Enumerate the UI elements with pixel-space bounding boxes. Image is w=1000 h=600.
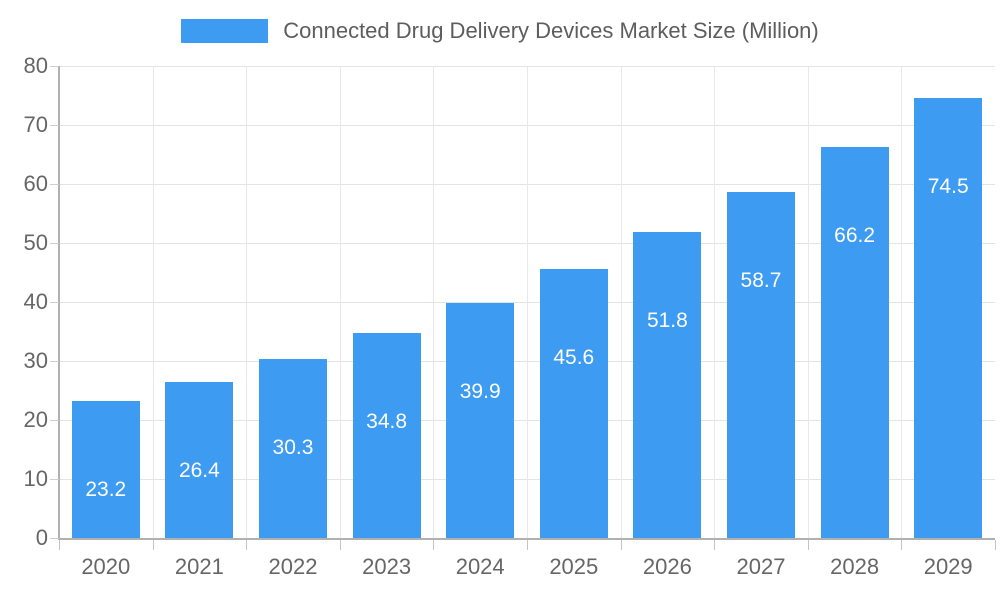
gridline-vertical	[527, 66, 528, 538]
x-axis-tick-label: 2026	[642, 554, 692, 579]
gridline-vertical	[714, 66, 715, 538]
y-axis-tick	[50, 420, 59, 421]
bar[interactable]: 26.4	[165, 382, 234, 538]
x-axis-tick	[340, 540, 341, 550]
gridline-vertical	[246, 66, 247, 538]
y-axis-tick	[50, 361, 59, 362]
legend-item-market-size[interactable]: Connected Drug Delivery Devices Market S…	[181, 19, 819, 43]
y-axis-tick	[50, 302, 59, 303]
bar[interactable]: 58.7	[727, 191, 795, 538]
x-axis-tick-label: 2021	[174, 554, 224, 579]
x-axis-tick-label: 2025	[549, 554, 599, 579]
x-axis-tick	[433, 540, 434, 550]
y-axis-tick	[50, 125, 59, 126]
y-axis-tick-label: 10	[23, 466, 48, 491]
bar[interactable]: 39.9	[446, 302, 515, 538]
gridline-vertical	[433, 66, 434, 538]
x-axis-tick	[153, 540, 154, 550]
y-axis-tick	[50, 66, 59, 67]
bar-value-label: 39.9	[459, 379, 501, 403]
y-axis-tick-label: 60	[23, 171, 48, 196]
y-axis-tick-label: 40	[23, 289, 48, 314]
legend-label: Connected Drug Delivery Devices Market S…	[283, 18, 819, 43]
x-axis-tick	[527, 540, 528, 550]
x-axis-tick	[808, 540, 809, 550]
y-axis-tick-labels: 0 10 20 30 40 50 60 70 80	[0, 0, 48, 600]
gridline-vertical	[621, 66, 622, 538]
y-axis-tick-label: 0	[35, 525, 48, 550]
y-axis-tick	[50, 538, 59, 539]
plot-area: 23.2 26.4 30.3 34.8 39.9 45.6 51.8 58.7 66.2 74.5	[59, 66, 995, 539]
x-axis-tick-label: 2028	[830, 554, 880, 579]
x-axis-tick	[59, 540, 60, 550]
x-axis-tick-label: 2023	[362, 554, 412, 579]
y-axis-tick-label: 80	[23, 53, 48, 78]
x-axis-tick-label: 2020	[81, 554, 131, 579]
gridline-vertical	[901, 66, 902, 538]
bar-value-label: 66.2	[834, 224, 876, 248]
bar[interactable]: 45.6	[539, 268, 608, 538]
gridline-vertical	[153, 66, 154, 538]
bar[interactable]: 51.8	[633, 232, 702, 538]
bar-value-label: 74.5	[927, 175, 969, 199]
bar-value-label: 34.8	[366, 409, 408, 433]
x-axis-line	[59, 538, 995, 540]
y-axis-tick-label: 50	[23, 230, 48, 255]
x-axis-tick	[995, 540, 996, 550]
x-axis-tick	[246, 540, 247, 550]
chart-legend: Connected Drug Delivery Devices Market S…	[0, 0, 1000, 62]
x-axis-tick	[901, 540, 902, 550]
gridline-vertical	[340, 66, 341, 538]
x-axis-tick-label: 2027	[736, 554, 786, 579]
y-axis-tick	[50, 243, 59, 244]
legend-color-swatch	[181, 19, 269, 43]
bar[interactable]: 34.8	[352, 332, 421, 538]
x-axis-tick-label: 2022	[268, 554, 318, 579]
bar-value-label: 51.8	[646, 309, 688, 333]
bar-value-label: 45.6	[553, 345, 595, 369]
y-axis-tick	[50, 184, 59, 185]
gridline-vertical	[808, 66, 809, 538]
bar-value-label: 58.7	[740, 268, 782, 292]
bar-value-label: 26.4	[178, 459, 220, 483]
y-axis-tick	[50, 479, 59, 480]
bar-value-label: 30.3	[272, 436, 314, 460]
x-axis-tick	[621, 540, 622, 550]
bar[interactable]: 66.2	[820, 147, 889, 538]
y-axis-tick-label: 70	[23, 112, 48, 137]
bar[interactable]: 30.3	[259, 359, 327, 538]
x-axis-tick-label: 2029	[923, 554, 973, 579]
bar[interactable]: 74.5	[914, 98, 983, 538]
bar-value-label: 23.2	[85, 478, 127, 502]
y-axis-tick-label: 20	[23, 407, 48, 432]
y-axis-tick-label: 30	[23, 348, 48, 373]
x-axis-tick	[714, 540, 715, 550]
y-axis-line	[58, 66, 60, 540]
x-axis-tick-label: 2024	[455, 554, 505, 579]
bar[interactable]: 23.2	[71, 401, 140, 538]
